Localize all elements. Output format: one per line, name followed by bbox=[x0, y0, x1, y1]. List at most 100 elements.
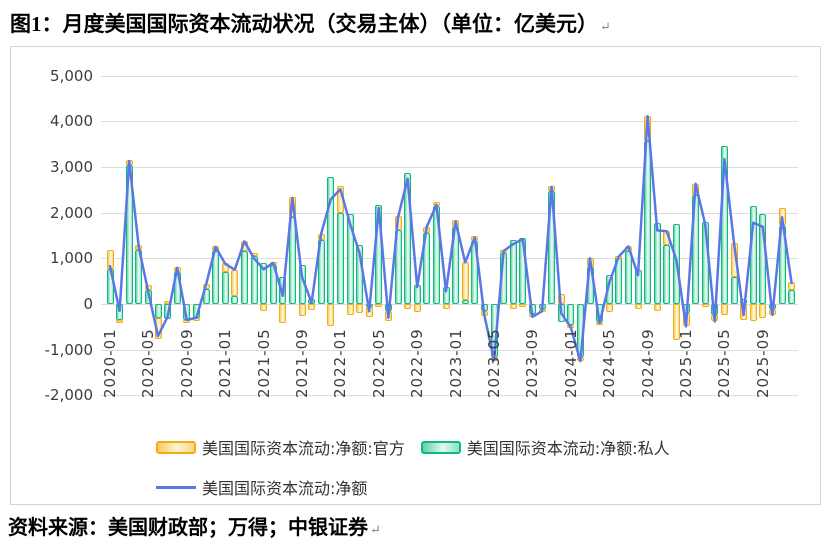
bar-private-segment[interactable] bbox=[692, 195, 700, 304]
bar-private-segment[interactable] bbox=[298, 265, 306, 304]
x-axis-tick-label: 2022-09 bbox=[408, 328, 427, 398]
legend-item-net[interactable]: 美国国际资本流动:净额 bbox=[156, 475, 367, 499]
bar-official-segment[interactable] bbox=[269, 262, 277, 266]
bar-official-segment[interactable] bbox=[624, 246, 632, 252]
bar-private-segment[interactable] bbox=[653, 223, 661, 304]
bar-official-segment[interactable] bbox=[778, 208, 786, 227]
bar-private-segment[interactable] bbox=[173, 272, 181, 304]
bar-official-segment[interactable] bbox=[644, 116, 652, 142]
bar-private-segment[interactable] bbox=[548, 191, 556, 304]
bar-official-segment[interactable] bbox=[288, 196, 296, 218]
bar-official-segment[interactable] bbox=[586, 258, 594, 267]
bar-private-segment[interactable] bbox=[346, 213, 354, 304]
x-axis-tick-label: 2023-05 bbox=[485, 328, 503, 398]
bar-private-segment[interactable] bbox=[135, 250, 143, 304]
bar-private-segment[interactable] bbox=[231, 296, 239, 304]
bar-official-segment[interactable] bbox=[144, 285, 152, 290]
bar-private-segment[interactable] bbox=[519, 237, 527, 304]
bar-private-segment[interactable] bbox=[432, 205, 440, 304]
bar-private-segment[interactable] bbox=[202, 289, 210, 304]
bar-private-segment[interactable] bbox=[442, 286, 450, 304]
bar-private-segment[interactable] bbox=[663, 244, 671, 304]
bar-official-segment[interactable] bbox=[336, 186, 344, 213]
bar-official-segment[interactable] bbox=[231, 269, 239, 297]
bar-official-segment[interactable] bbox=[500, 250, 508, 254]
y-axis-tick-label: 4,000 bbox=[50, 112, 93, 131]
bar-official-segment[interactable] bbox=[461, 262, 469, 300]
bar-official-segment[interactable] bbox=[394, 216, 402, 230]
gridline bbox=[101, 395, 798, 397]
x-axis-tick-label: 2020-01 bbox=[101, 328, 119, 398]
x-axis-tick-label: 2023-09 bbox=[523, 328, 542, 398]
bar-private-segment[interactable] bbox=[605, 274, 613, 304]
bar-private-segment[interactable] bbox=[336, 212, 344, 304]
bar-private-segment[interactable] bbox=[452, 227, 460, 304]
bar-private-segment[interactable] bbox=[471, 241, 479, 304]
bar-official-segment[interactable] bbox=[692, 183, 700, 196]
bar-private-segment[interactable] bbox=[125, 165, 133, 304]
bar-official-segment[interactable] bbox=[164, 301, 172, 305]
legend-item-official[interactable]: 美国国际资本流动:净额:官方 bbox=[156, 435, 405, 459]
bar-official-segment[interactable] bbox=[423, 226, 431, 233]
bar-private-segment[interactable] bbox=[164, 304, 172, 320]
bar-private-segment[interactable] bbox=[701, 222, 709, 304]
bar-official-segment[interactable] bbox=[509, 304, 517, 310]
bar-private-segment[interactable] bbox=[615, 258, 623, 304]
bar-official-segment[interactable] bbox=[250, 253, 258, 257]
bar-official-segment[interactable] bbox=[317, 233, 325, 241]
bar-private-segment[interactable] bbox=[212, 251, 220, 304]
bar-private-segment[interactable] bbox=[759, 213, 767, 304]
bar-private-segment[interactable] bbox=[500, 252, 508, 304]
bar-private-segment[interactable] bbox=[327, 177, 335, 304]
bar-private-segment[interactable] bbox=[778, 226, 786, 304]
bar-official-segment[interactable] bbox=[125, 160, 133, 166]
bar-official-segment[interactable] bbox=[548, 185, 556, 192]
bar-private-segment[interactable] bbox=[788, 289, 796, 304]
bar-private-segment[interactable] bbox=[106, 269, 114, 304]
bar-official-segment[interactable] bbox=[356, 304, 364, 314]
bar-private-segment[interactable] bbox=[269, 264, 277, 304]
bar-private-segment[interactable] bbox=[240, 251, 248, 304]
bar-private-segment[interactable] bbox=[423, 232, 431, 304]
bar-private-segment[interactable] bbox=[221, 272, 229, 304]
bar-private-segment[interactable] bbox=[730, 277, 738, 304]
bar-official-segment[interactable] bbox=[173, 266, 181, 272]
bar-private-segment[interactable] bbox=[404, 172, 412, 304]
bar-official-segment[interactable] bbox=[701, 304, 709, 307]
bar-official-segment[interactable] bbox=[663, 231, 671, 245]
bar-private-segment[interactable] bbox=[317, 240, 325, 304]
bar-official-segment[interactable] bbox=[135, 244, 143, 251]
bar-official-segment[interactable] bbox=[240, 241, 248, 252]
bar-private-segment[interactable] bbox=[260, 262, 268, 304]
bar-official-segment[interactable] bbox=[557, 294, 565, 304]
bar-official-segment[interactable] bbox=[202, 284, 210, 290]
bar-private-segment[interactable] bbox=[509, 239, 517, 304]
legend-item-private[interactable]: 美国国际资本流动:净额:私人 bbox=[420, 435, 670, 459]
bar-official-segment[interactable] bbox=[106, 250, 114, 270]
bar-official-segment[interactable] bbox=[221, 262, 229, 273]
bar-official-segment[interactable] bbox=[740, 304, 748, 320]
bar-official-segment[interactable] bbox=[212, 245, 220, 252]
bar-private-segment[interactable] bbox=[644, 141, 652, 304]
bar-private-segment[interactable] bbox=[144, 289, 152, 304]
bar-official-segment[interactable] bbox=[788, 281, 796, 290]
bar-private-segment[interactable] bbox=[624, 251, 632, 304]
bar-official-segment[interactable] bbox=[279, 304, 287, 323]
bar-official-segment[interactable] bbox=[730, 242, 738, 278]
bar-private-segment[interactable] bbox=[720, 145, 728, 304]
bar-private-segment[interactable] bbox=[672, 224, 680, 304]
bar-private-segment[interactable] bbox=[634, 269, 642, 304]
bar-private-segment[interactable] bbox=[279, 277, 287, 304]
bar-private-segment[interactable] bbox=[394, 229, 402, 304]
bar-official-segment[interactable] bbox=[452, 220, 460, 228]
bar-private-segment[interactable] bbox=[749, 205, 757, 304]
bar-private-segment[interactable] bbox=[461, 299, 469, 304]
x-axis-tick-label: 2021-05 bbox=[254, 328, 273, 398]
bar-private-segment[interactable] bbox=[288, 217, 296, 304]
bar-private-segment[interactable] bbox=[375, 205, 383, 304]
bar-private-segment[interactable] bbox=[356, 244, 364, 304]
bar-private-segment[interactable] bbox=[413, 284, 421, 304]
bar-official-segment[interactable] bbox=[432, 201, 440, 206]
bar-private-segment[interactable] bbox=[250, 256, 258, 304]
bar-private-segment[interactable] bbox=[586, 266, 594, 304]
